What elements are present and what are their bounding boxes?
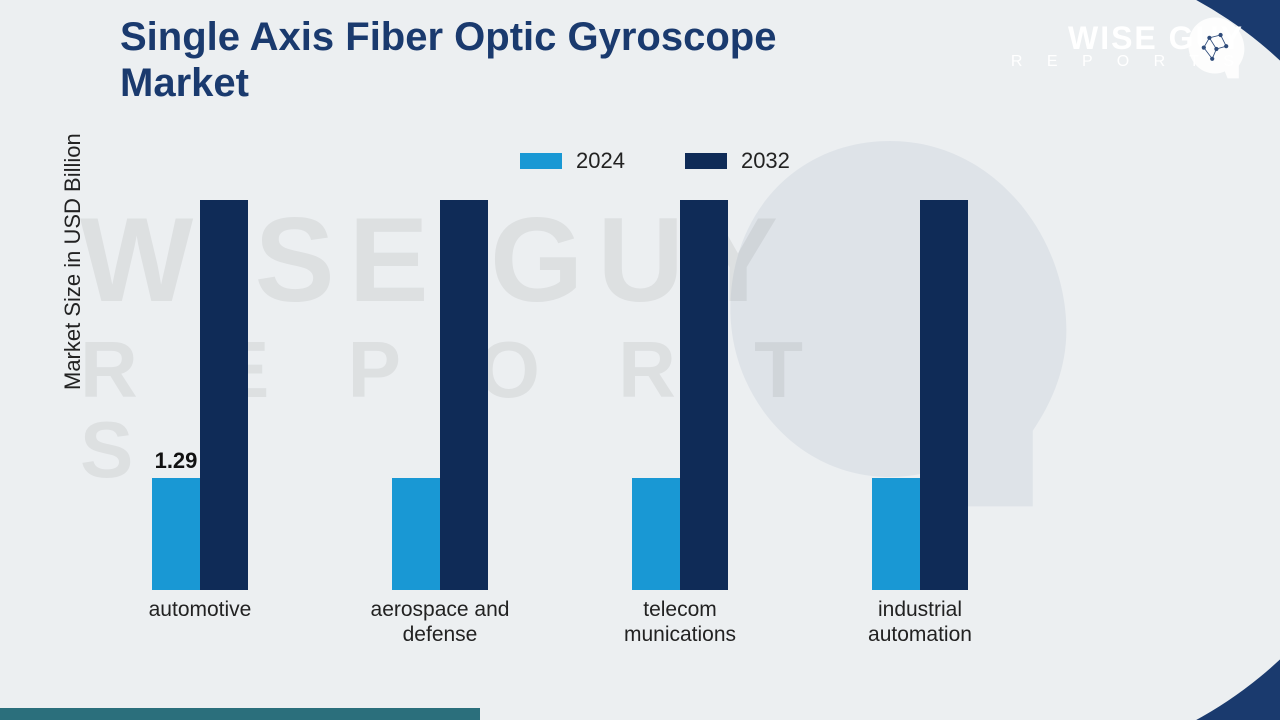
legend-item-2024: 2024 [520, 148, 625, 174]
legend-label-2024: 2024 [576, 148, 625, 174]
bar-group [872, 200, 968, 590]
x-axis-label: automotive [115, 598, 285, 623]
chart-plot-area: 1.29 [120, 200, 1000, 590]
y-axis-label: Market Size in USD Billion [60, 133, 86, 390]
legend: 2024 2032 [520, 148, 790, 174]
legend-item-2032: 2032 [685, 148, 790, 174]
brand-logo: WISE GUY R E P O R T S [1011, 20, 1244, 71]
bar [680, 200, 728, 590]
legend-label-2032: 2032 [741, 148, 790, 174]
bar [632, 478, 680, 590]
chart-title: Single Axis Fiber Optic Gyroscope Market [120, 14, 840, 106]
bar [440, 200, 488, 590]
bar [392, 478, 440, 590]
bar [872, 478, 920, 590]
x-axis-label: industrial automation [835, 598, 1005, 648]
bar [152, 478, 200, 590]
bar-group [632, 200, 728, 590]
x-axis-label: telecom munications [595, 598, 765, 648]
legend-swatch-2024 [520, 153, 562, 169]
data-label: 1.29 [155, 448, 198, 474]
x-axis-label: aerospace and defense [355, 598, 525, 648]
bar-group [392, 200, 488, 590]
logo-head-icon [1180, 14, 1250, 84]
bar [920, 200, 968, 590]
legend-swatch-2032 [685, 153, 727, 169]
chart-page: Single Axis Fiber Optic Gyroscope Market… [0, 0, 1280, 720]
right-panel [960, 0, 1280, 720]
bar-group [152, 200, 248, 590]
bottom-accent-bar [0, 708, 480, 720]
bar [200, 200, 248, 590]
